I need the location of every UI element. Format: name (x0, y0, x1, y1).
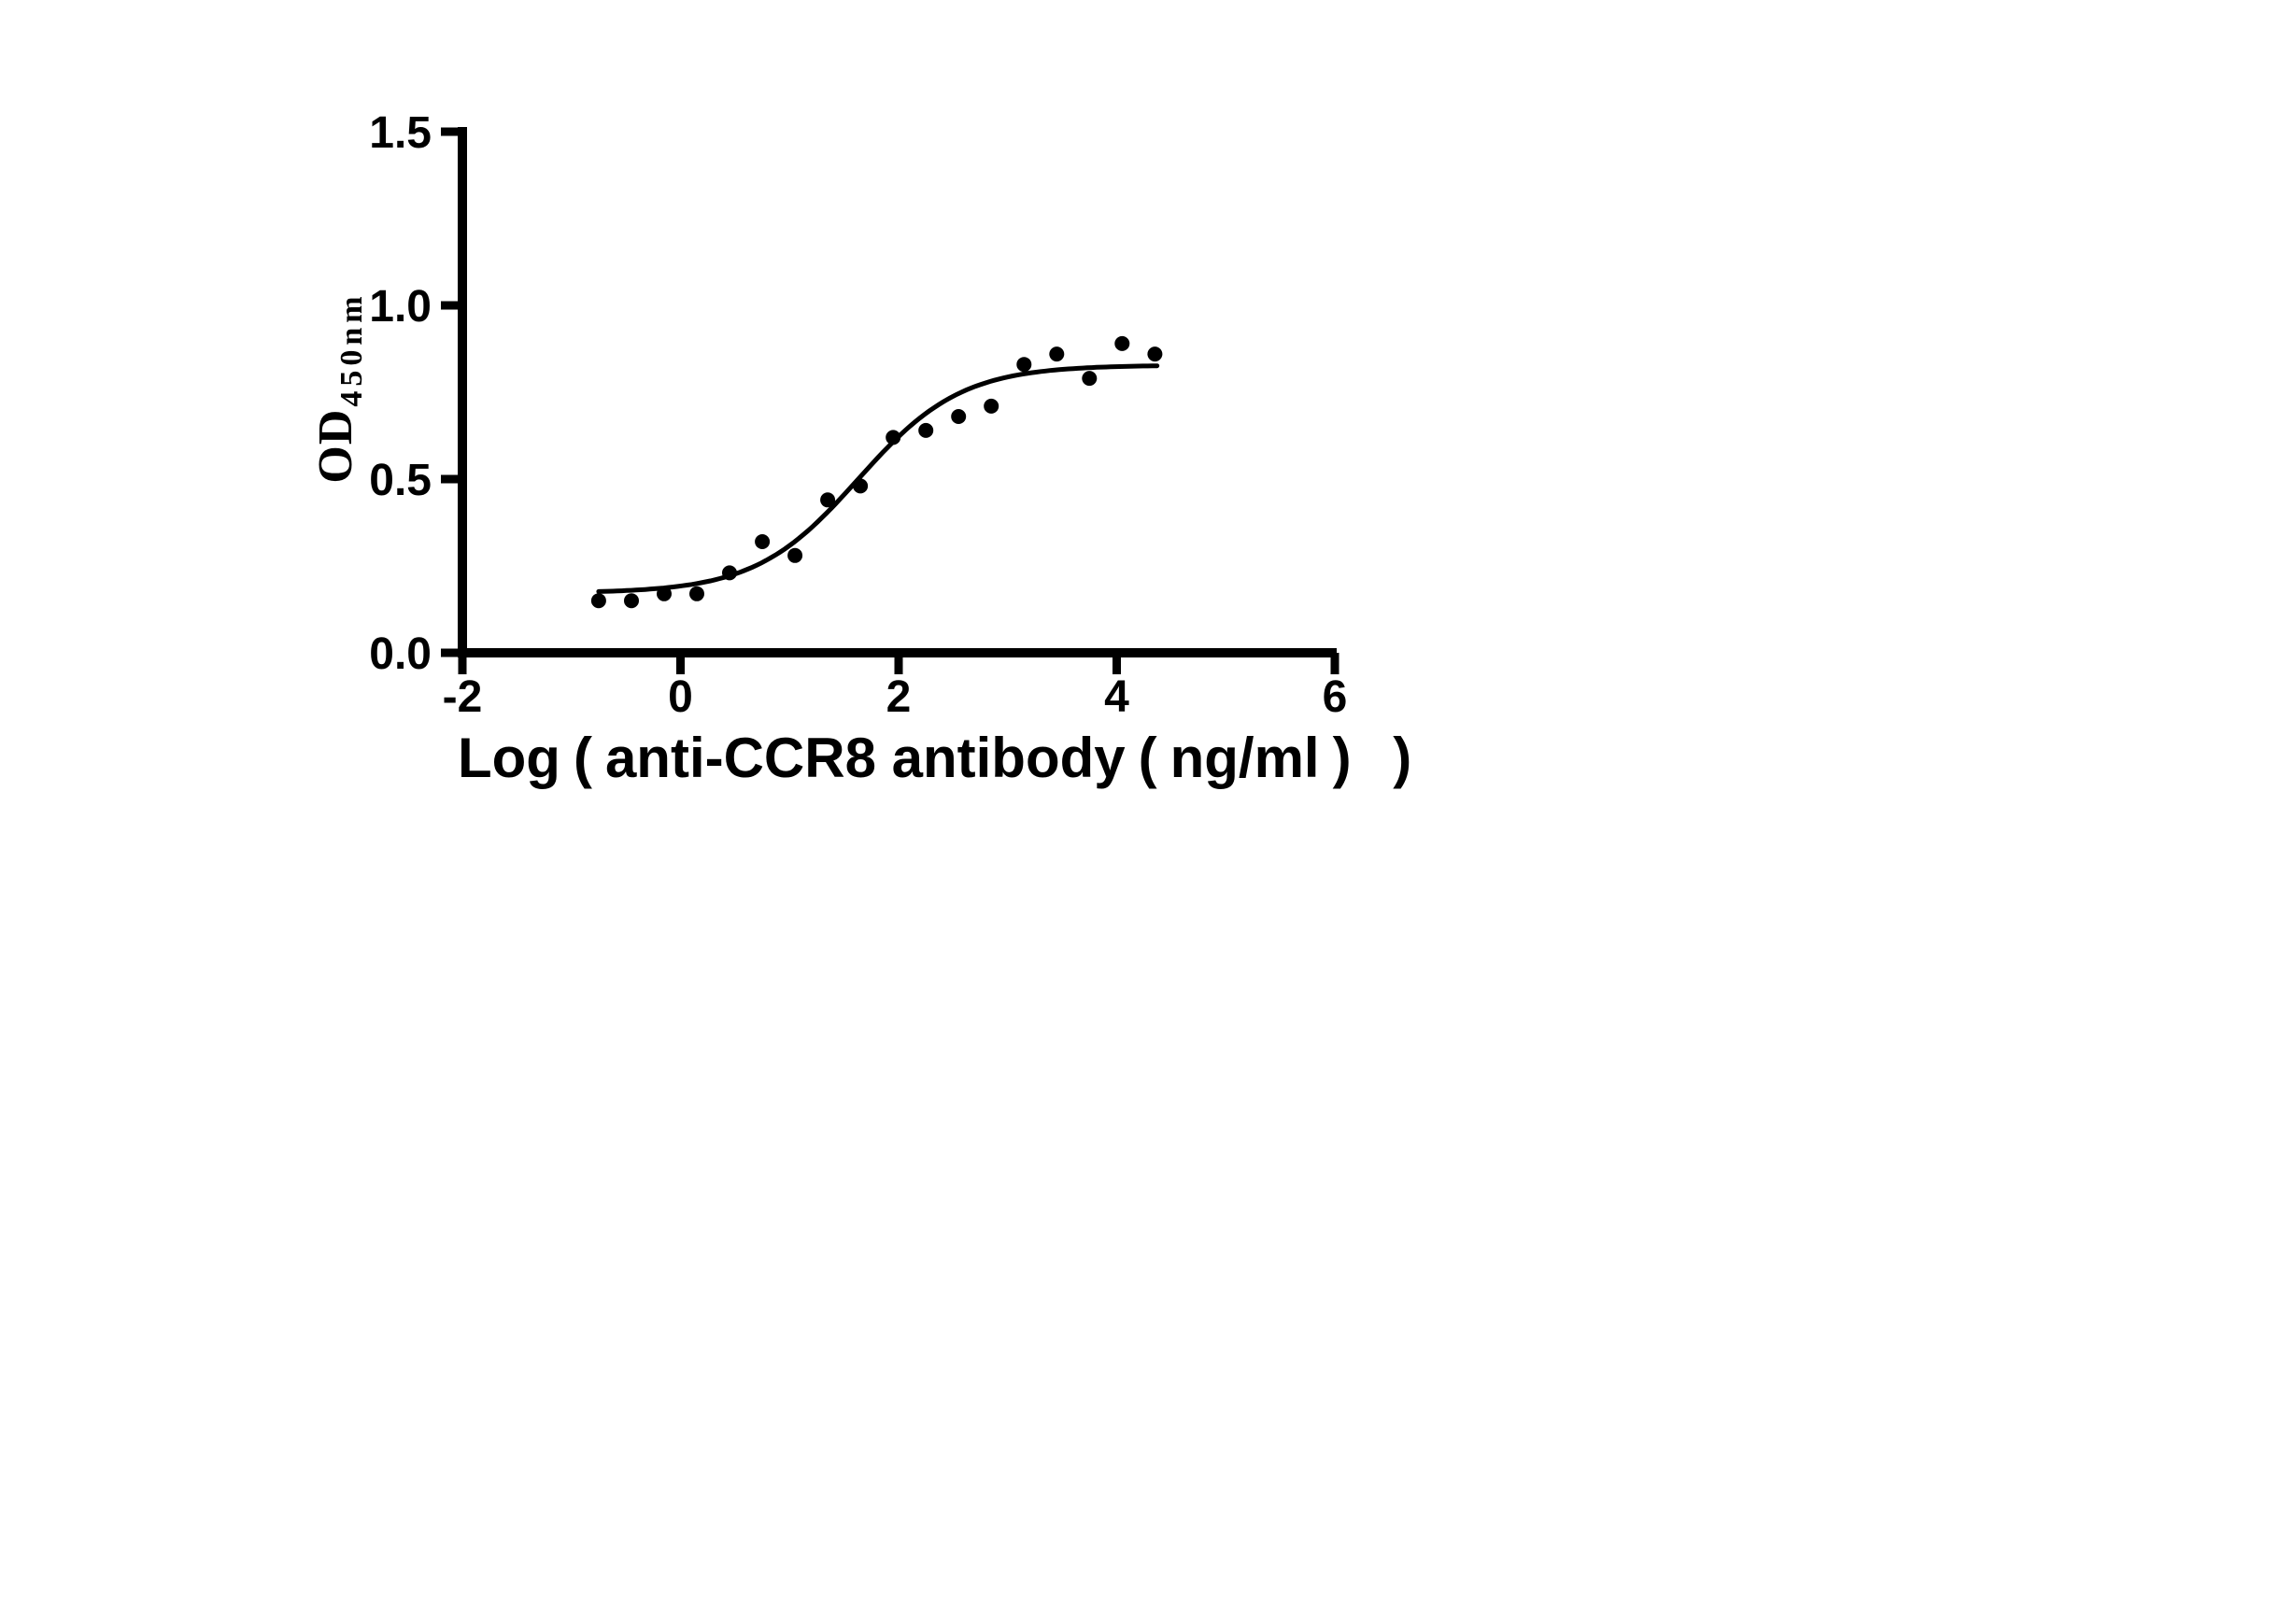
data-point (1147, 346, 1163, 362)
data-point (918, 422, 934, 438)
y-axis-title-main: OD (309, 408, 362, 484)
x-tick-label: -2 (443, 672, 483, 722)
x-tick-label: 2 (886, 672, 912, 722)
fullwidth-close-paren: ) (1393, 727, 1412, 789)
data-point (951, 409, 967, 424)
fullwidth-close-paren: ) (1332, 727, 1352, 789)
x-axis-title: Log(anti-CCR8 antibody(ng/ml) ) (458, 727, 1412, 789)
data-point (984, 398, 999, 414)
x-tick-label: 4 (1104, 672, 1129, 722)
y-tick-label: 1.0 (369, 282, 432, 332)
data-point (1082, 371, 1098, 387)
data-point (787, 547, 803, 563)
data-point (1049, 346, 1065, 362)
data-point (624, 593, 639, 609)
data-point (1114, 335, 1130, 351)
data-point (657, 586, 672, 601)
data-point (1016, 357, 1032, 373)
y-tick-label: 0.5 (369, 456, 432, 505)
fit-curve (596, 363, 1160, 594)
data-point (689, 586, 704, 601)
data-point (853, 478, 869, 494)
data-point (886, 430, 901, 445)
data-point (755, 534, 771, 549)
fullwidth-open-paren: ( (1138, 727, 1157, 789)
x-tick-label: 0 (668, 672, 693, 722)
x-tick-label: 6 (1323, 672, 1348, 722)
data-point (722, 565, 737, 581)
data-point (590, 593, 606, 609)
y-axis-title: OD450nm (308, 291, 370, 483)
y-tick-label: 0.0 (369, 629, 432, 679)
fullwidth-open-paren: ( (573, 727, 592, 789)
y-tick-label: 1.5 (369, 108, 432, 158)
y-axis-title-subscript: 450nm (334, 291, 369, 407)
data-point (820, 492, 836, 508)
